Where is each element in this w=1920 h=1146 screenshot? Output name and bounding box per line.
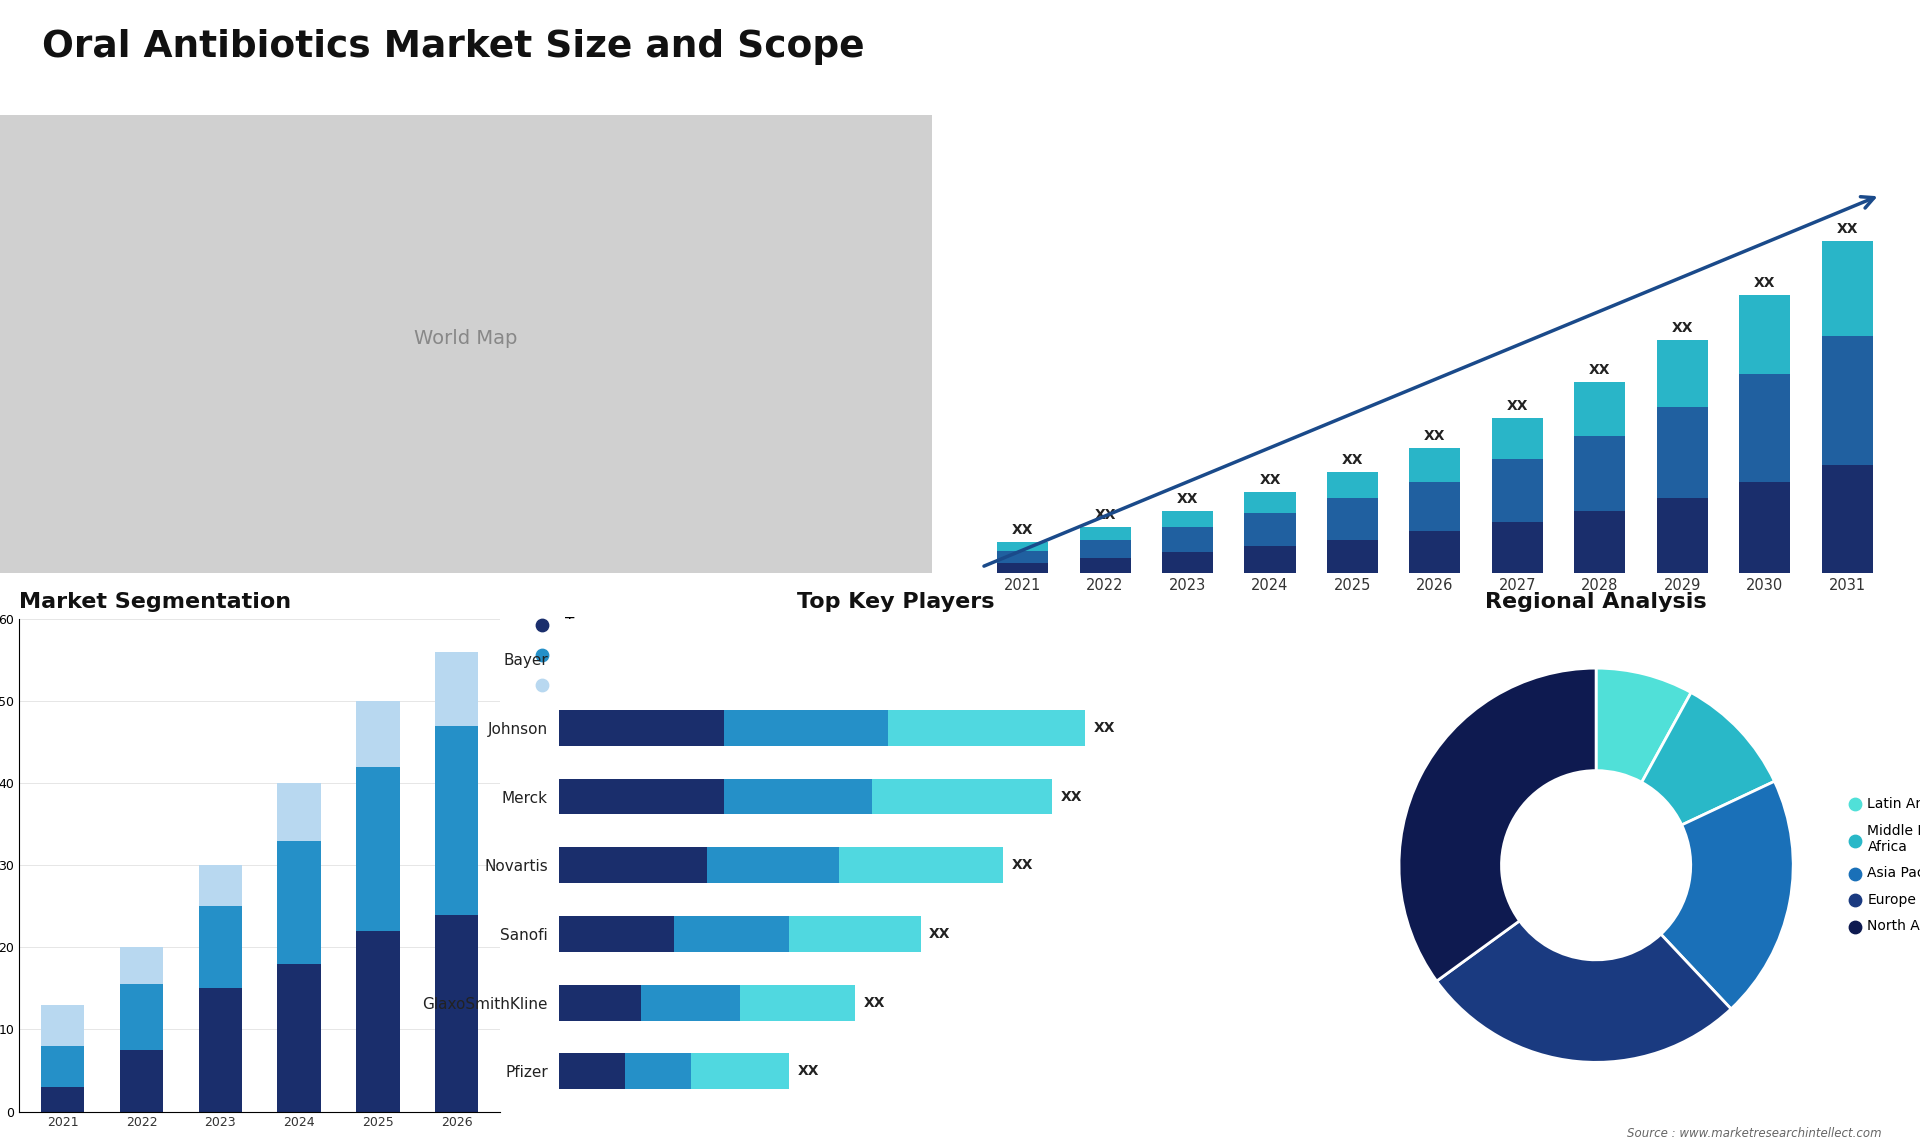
Bar	[357, 931, 399, 1112]
Bar	[872, 778, 1052, 815]
Bar	[198, 865, 242, 906]
Wedge shape	[1596, 668, 1692, 783]
Bar	[1657, 407, 1709, 499]
Bar	[357, 701, 399, 767]
Bar	[278, 841, 321, 964]
Bar	[559, 711, 724, 746]
Bar	[119, 984, 163, 1050]
Text: Source : www.marketresearchintellect.com: Source : www.marketresearchintellect.com	[1626, 1128, 1882, 1140]
Bar	[1327, 540, 1379, 573]
Bar	[40, 1046, 84, 1086]
Bar	[559, 916, 674, 952]
Text: XX: XX	[1260, 473, 1281, 487]
Text: XX: XX	[1060, 790, 1083, 803]
Bar	[278, 783, 321, 841]
Title: Top Key Players: Top Key Players	[797, 591, 995, 612]
Bar	[357, 767, 399, 931]
Legend: Type, Application, Geography: Type, Application, Geography	[528, 617, 651, 692]
Bar	[436, 652, 478, 725]
Text: XX: XX	[1012, 858, 1033, 872]
Bar	[198, 988, 242, 1112]
Text: XX: XX	[1590, 363, 1611, 377]
Text: World Map: World Map	[415, 330, 518, 348]
Text: XX: XX	[1342, 453, 1363, 466]
Bar	[1574, 511, 1626, 573]
Text: Oral Antibiotics Market Size and Scope: Oral Antibiotics Market Size and Scope	[42, 29, 864, 64]
Text: XX: XX	[1177, 492, 1198, 505]
Text: XX: XX	[1507, 399, 1528, 413]
Legend: Latin America, Middle East &
Africa, Asia Pacific, Europe, North America: Latin America, Middle East & Africa, Asi…	[1849, 798, 1920, 933]
Text: XX: XX	[1094, 721, 1116, 735]
Bar	[1409, 448, 1461, 481]
Text: XX: XX	[864, 996, 885, 1010]
Bar	[1492, 521, 1544, 573]
Bar	[1822, 336, 1872, 465]
Bar	[1327, 499, 1379, 540]
Bar	[724, 711, 887, 746]
Wedge shape	[1400, 668, 1596, 981]
Text: XX: XX	[1755, 276, 1776, 290]
Bar	[1492, 460, 1544, 521]
Bar	[1244, 493, 1296, 513]
Title: Regional Analysis: Regional Analysis	[1486, 591, 1707, 612]
Bar	[1162, 552, 1213, 573]
Bar	[1409, 481, 1461, 532]
Bar	[887, 711, 1085, 746]
Bar	[278, 964, 321, 1112]
Bar	[641, 984, 739, 1020]
Bar	[1740, 295, 1789, 374]
Bar	[1492, 417, 1544, 460]
Bar	[436, 915, 478, 1112]
Bar	[119, 1050, 163, 1112]
Text: XX: XX	[1012, 524, 1033, 537]
Bar	[724, 778, 872, 815]
Bar	[996, 550, 1048, 563]
Text: XX: XX	[1425, 430, 1446, 444]
Bar	[739, 984, 854, 1020]
Bar	[1822, 241, 1872, 336]
Bar	[40, 1005, 84, 1046]
Bar	[789, 916, 922, 952]
Wedge shape	[1661, 782, 1793, 1008]
Bar	[559, 1053, 624, 1089]
Text: Market Segmentation: Market Segmentation	[19, 591, 292, 612]
Bar	[674, 916, 789, 952]
Bar	[1657, 340, 1709, 407]
Bar	[1740, 481, 1789, 573]
Bar	[1409, 532, 1461, 573]
Bar	[996, 542, 1048, 550]
Wedge shape	[1642, 692, 1774, 825]
Bar	[436, 725, 478, 915]
Bar	[119, 948, 163, 984]
Bar	[624, 1053, 691, 1089]
Bar	[40, 1086, 84, 1112]
Bar	[707, 847, 839, 884]
Bar	[1657, 499, 1709, 573]
Bar	[1327, 472, 1379, 499]
Text: XX: XX	[1672, 322, 1693, 336]
Bar	[691, 1053, 789, 1089]
Bar	[1574, 435, 1626, 511]
Wedge shape	[1436, 921, 1732, 1062]
Bar	[1244, 513, 1296, 547]
Bar	[1079, 558, 1131, 573]
Bar	[1740, 374, 1789, 481]
Bar	[559, 778, 724, 815]
Bar	[1079, 527, 1131, 540]
Bar	[559, 984, 641, 1020]
Text: XX: XX	[929, 927, 950, 941]
Text: XX: XX	[797, 1065, 820, 1078]
Bar	[996, 563, 1048, 573]
Bar	[1574, 382, 1626, 435]
Bar	[198, 906, 242, 988]
Text: XX: XX	[1836, 222, 1859, 236]
Bar	[559, 847, 707, 884]
Bar	[1162, 511, 1213, 527]
Bar	[1244, 547, 1296, 573]
Bar	[1079, 540, 1131, 558]
Bar	[1822, 465, 1872, 573]
Bar	[839, 847, 1002, 884]
Text: XX: XX	[1094, 509, 1116, 523]
Bar	[1162, 527, 1213, 552]
